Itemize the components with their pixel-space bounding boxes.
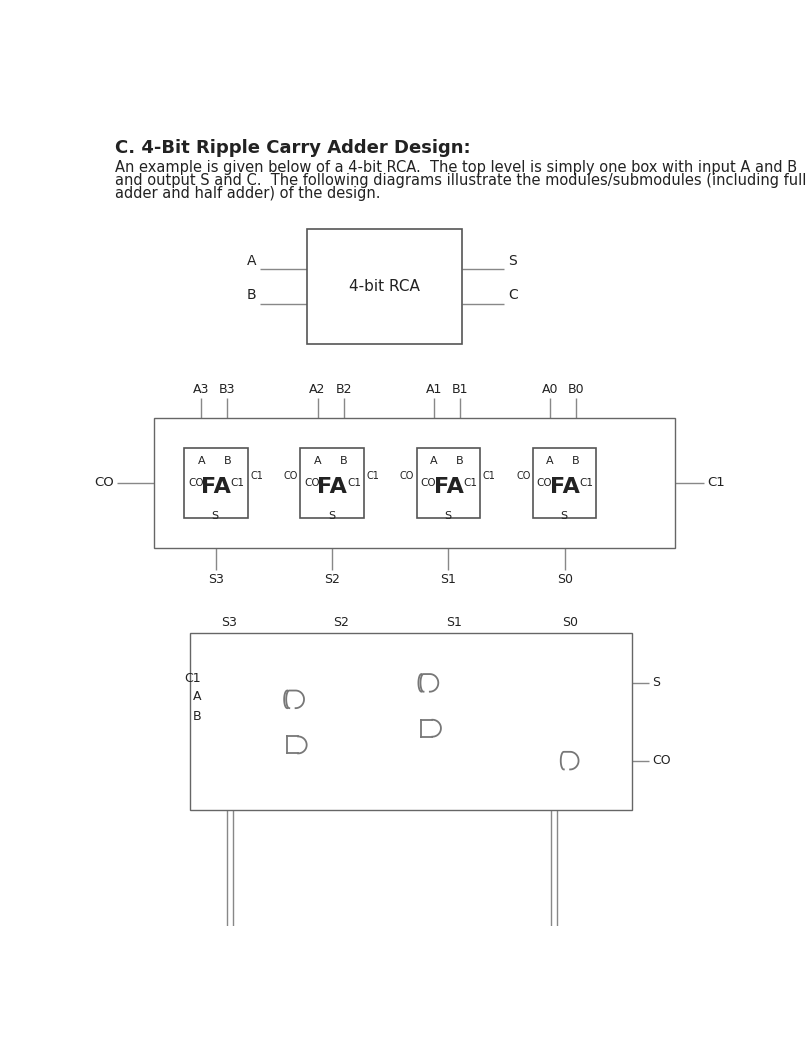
Bar xyxy=(218,656,338,780)
Text: CO: CO xyxy=(400,472,415,481)
Text: S: S xyxy=(561,511,568,522)
Text: S1: S1 xyxy=(441,573,456,586)
Bar xyxy=(533,449,596,517)
Bar xyxy=(190,633,632,810)
Text: B: B xyxy=(193,710,201,722)
Text: C. 4-Bit Ripple Carry Adder Design:: C. 4-Bit Ripple Carry Adder Design: xyxy=(115,138,471,157)
Text: CO: CO xyxy=(537,478,552,488)
Text: S: S xyxy=(508,254,517,268)
Bar xyxy=(353,644,481,764)
Text: C1: C1 xyxy=(366,472,379,481)
Text: CO: CO xyxy=(652,754,671,767)
Text: A: A xyxy=(193,690,201,703)
Text: FA: FA xyxy=(433,477,463,497)
Text: S0: S0 xyxy=(556,573,573,586)
Text: CO: CO xyxy=(284,472,298,481)
Text: S0: S0 xyxy=(562,616,578,629)
Text: C1: C1 xyxy=(483,472,496,481)
Bar xyxy=(154,417,675,549)
Text: FA: FA xyxy=(550,477,580,497)
Text: B: B xyxy=(456,456,463,466)
Text: S2: S2 xyxy=(324,573,340,586)
Text: CO: CO xyxy=(94,477,113,489)
Text: B1: B1 xyxy=(452,383,468,396)
Text: S3: S3 xyxy=(221,616,237,629)
Text: An example is given below of a 4-bit RCA.  The top level is simply one box with : An example is given below of a 4-bit RCA… xyxy=(115,159,797,175)
Text: S1: S1 xyxy=(446,616,462,629)
Text: 4-bit RCA: 4-bit RCA xyxy=(348,279,420,295)
Bar xyxy=(301,449,364,517)
Text: B0: B0 xyxy=(568,383,585,396)
Text: FA: FA xyxy=(318,477,347,497)
Text: A: A xyxy=(430,456,437,466)
Text: adder and half adder) of the design.: adder and half adder) of the design. xyxy=(115,185,381,201)
Text: A1: A1 xyxy=(425,383,442,396)
Text: A: A xyxy=(247,254,256,268)
Text: and output S and C.  The following diagrams illustrate the modules/submodules (i: and output S and C. The following diagra… xyxy=(115,173,807,187)
Text: C1: C1 xyxy=(250,472,263,481)
Text: A2: A2 xyxy=(309,383,326,396)
Text: CO: CO xyxy=(305,478,320,488)
Text: S: S xyxy=(328,511,335,522)
Text: B: B xyxy=(246,288,256,302)
Text: B3: B3 xyxy=(220,383,236,396)
Text: C1: C1 xyxy=(231,478,245,488)
Text: C: C xyxy=(508,288,518,302)
Text: A: A xyxy=(546,456,554,466)
Text: S: S xyxy=(444,511,451,522)
Text: S3: S3 xyxy=(208,573,224,586)
Text: CO: CO xyxy=(420,478,436,488)
Bar xyxy=(416,449,480,517)
Text: A: A xyxy=(198,456,205,466)
Text: B: B xyxy=(573,456,580,466)
Bar xyxy=(184,449,248,517)
Text: C1: C1 xyxy=(707,477,725,489)
Text: C1: C1 xyxy=(347,478,361,488)
Text: B: B xyxy=(340,456,347,466)
Bar xyxy=(307,229,462,345)
Text: S2: S2 xyxy=(334,616,349,629)
Text: CO: CO xyxy=(516,472,531,481)
Text: A: A xyxy=(313,456,322,466)
Text: B2: B2 xyxy=(335,383,352,396)
Text: S: S xyxy=(652,677,660,689)
Text: A0: A0 xyxy=(542,383,558,396)
Text: B: B xyxy=(224,456,231,466)
Text: CO: CO xyxy=(188,478,203,488)
Text: FA: FA xyxy=(201,477,231,497)
Text: C1: C1 xyxy=(463,478,477,488)
Text: S: S xyxy=(211,511,219,522)
Text: A3: A3 xyxy=(193,383,210,396)
Text: C1: C1 xyxy=(579,478,594,488)
Text: C1: C1 xyxy=(185,671,201,685)
